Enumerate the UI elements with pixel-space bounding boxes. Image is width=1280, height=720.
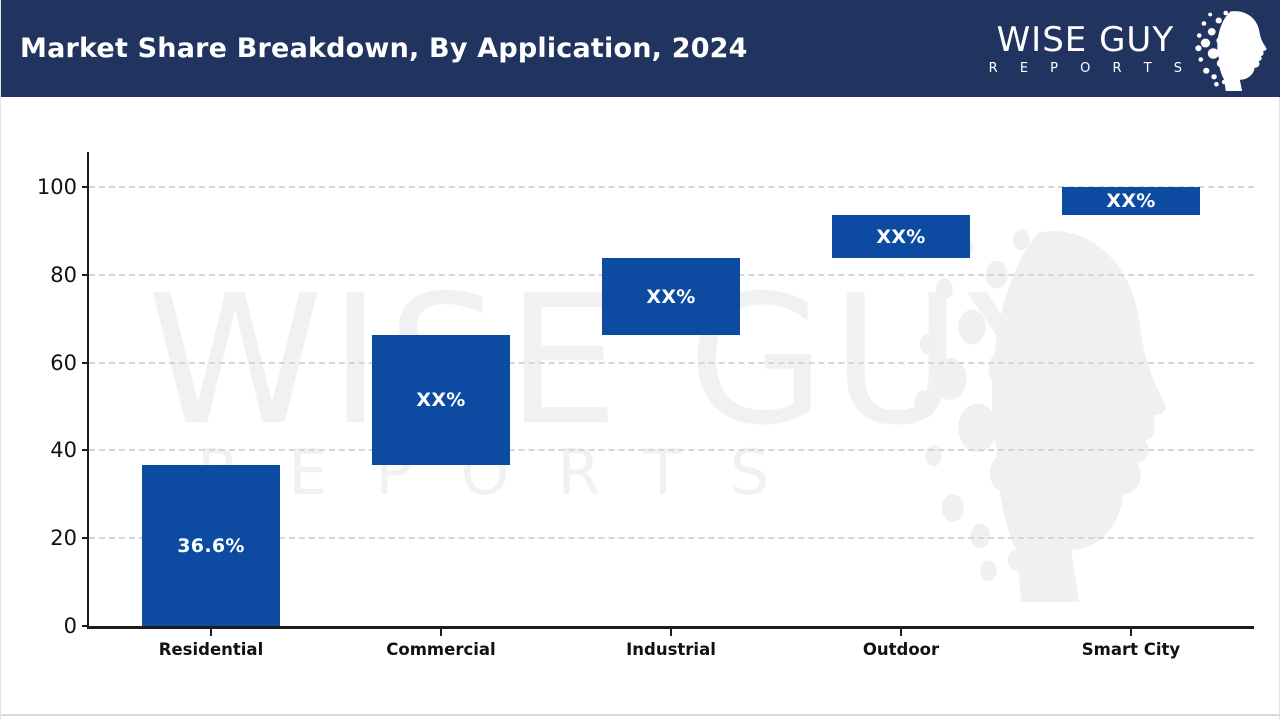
y-axis-tick-label: 40 — [50, 438, 77, 463]
y-axis-tick — [82, 625, 89, 627]
y-axis-tick — [82, 361, 89, 364]
x-axis-tick — [210, 629, 212, 636]
x-axis-tick — [1130, 629, 1132, 636]
y-axis-tick-label: 100 — [36, 175, 77, 199]
bar-commercial: XX% — [372, 335, 510, 466]
x-axis-line — [87, 626, 1254, 629]
header-bar: Market Share Breakdown, By Application, … — [1, 0, 1280, 97]
y-axis-tick — [82, 449, 89, 452]
brand-subname: R E P O R T S — [988, 60, 1191, 76]
bar-value-label: 36.6% — [177, 534, 245, 557]
bar-residential: 36.6% — [142, 465, 280, 626]
y-axis-tick-label: 0 — [63, 614, 77, 638]
y-axis-tick — [82, 186, 89, 188]
category-label: Residential — [158, 640, 264, 659]
y-axis-tick-label: 20 — [50, 526, 77, 551]
category-label: Industrial — [626, 640, 716, 659]
x-axis-tick — [670, 629, 672, 636]
y-axis-tick-label: 60 — [50, 350, 77, 375]
bar-outdoor: XX% — [832, 215, 970, 259]
gridline — [89, 537, 1254, 540]
page-title: Market Share Breakdown, By Application, … — [20, 33, 748, 64]
brand-logo-text: WISE GUY R E P O R T S — [980, 23, 1191, 75]
bar-value-label: XX% — [1106, 190, 1156, 213]
y-axis-tick — [82, 537, 89, 540]
bar-value-label: XX% — [416, 389, 466, 412]
bar-value-label: XX% — [876, 225, 926, 248]
x-axis-tick — [440, 629, 442, 636]
y-axis-line — [87, 152, 89, 629]
bar-value-label: XX% — [646, 285, 696, 308]
gridline — [89, 186, 1254, 188]
bar-smart-city: XX% — [1062, 187, 1200, 216]
y-axis-tick-label: 80 — [50, 262, 77, 287]
y-axis-tick — [82, 273, 89, 276]
category-label: Outdoor — [862, 640, 940, 659]
gridline — [89, 449, 1254, 452]
bottom-divider — [1, 714, 1280, 716]
brand-head-icon — [1195, 10, 1267, 91]
x-axis-tick — [900, 629, 902, 636]
brand-logo: WISE GUY R E P O R T S — [980, 7, 1271, 91]
category-label: Smart City — [1081, 640, 1181, 659]
bar-industrial: XX% — [602, 258, 740, 336]
gridline — [89, 361, 1254, 364]
category-label: Commercial — [386, 640, 496, 659]
brand-name: WISE GUY — [996, 19, 1175, 60]
